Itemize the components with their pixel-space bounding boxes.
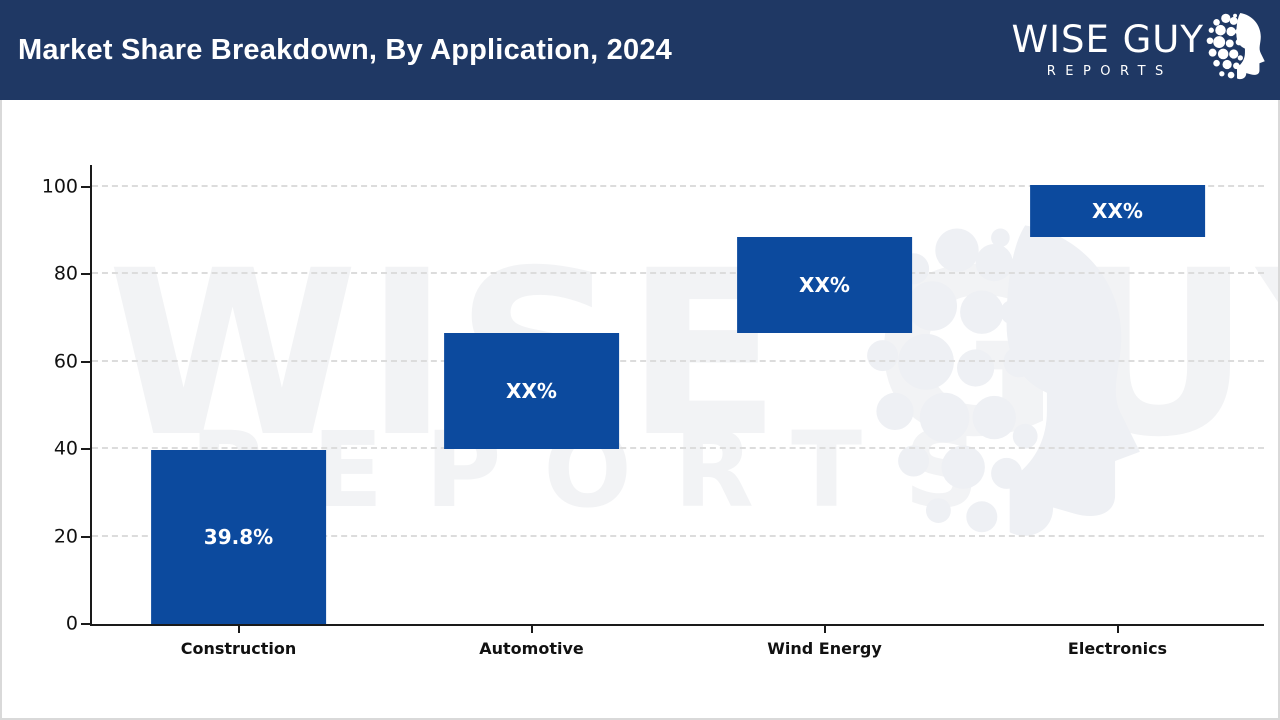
y-tick-label: 40 [53, 437, 78, 460]
bar-value-label: XX% [1092, 198, 1143, 223]
chart-card: WISE GUY REPORTS 020406080100Constructio… [0, 100, 1280, 720]
gridline [92, 447, 1264, 450]
gridline [92, 272, 1264, 275]
x-tick-mark [530, 626, 533, 633]
logo-wordmark: WISE GUY [1011, 18, 1204, 61]
y-tick-mark [81, 535, 90, 538]
y-tick-mark [81, 273, 90, 276]
bar-value-label: 39.8% [203, 525, 274, 550]
header: Market Share Breakdown, By Application, … [0, 0, 1280, 100]
x-tick-mark [237, 626, 240, 633]
x-category-label-wind-energy: Wind Energy [767, 639, 882, 658]
gridline [92, 359, 1264, 362]
y-tick-mark [81, 185, 90, 188]
wiseguy-logo: WISE GUY REPORTS [1012, 7, 1272, 93]
bar-wind-energy: XX% [736, 237, 913, 334]
x-tick-mark [823, 626, 826, 633]
bar-automotive: XX% [443, 333, 620, 450]
bar-value-label: XX% [506, 379, 557, 404]
y-tick-label: 60 [53, 350, 78, 373]
logo-text: WISE GUY REPORTS [1012, 21, 1204, 79]
logo-subtext: REPORTS [1046, 64, 1173, 79]
x-category-label-construction: Construction [180, 639, 297, 658]
y-tick-label: 0 [65, 612, 78, 635]
x-category-label-automotive: Automotive [479, 639, 584, 658]
y-tick-label: 100 [41, 175, 78, 198]
y-tick-mark [81, 623, 90, 625]
y-tick-mark [81, 360, 90, 363]
gridline [92, 184, 1264, 187]
wiseguy-head-icon [1206, 13, 1265, 80]
x-category-label-electronics: Electronics [1067, 639, 1168, 658]
x-tick-mark [1116, 626, 1119, 633]
y-tick-label: 80 [53, 262, 78, 285]
bar-electronics: XX% [1029, 184, 1206, 238]
bar-construction: 39.8% [150, 450, 327, 624]
bar-value-label: XX% [799, 273, 850, 298]
plot-area: 0 20 40 60 80 100 Construction Automotive Wind E… [42, 165, 1264, 658]
page-title: Market Share Breakdown, By Application, … [18, 33, 672, 66]
gridline [92, 534, 1264, 537]
y-tick-mark [81, 448, 90, 451]
y-tick-label: 20 [53, 525, 78, 548]
